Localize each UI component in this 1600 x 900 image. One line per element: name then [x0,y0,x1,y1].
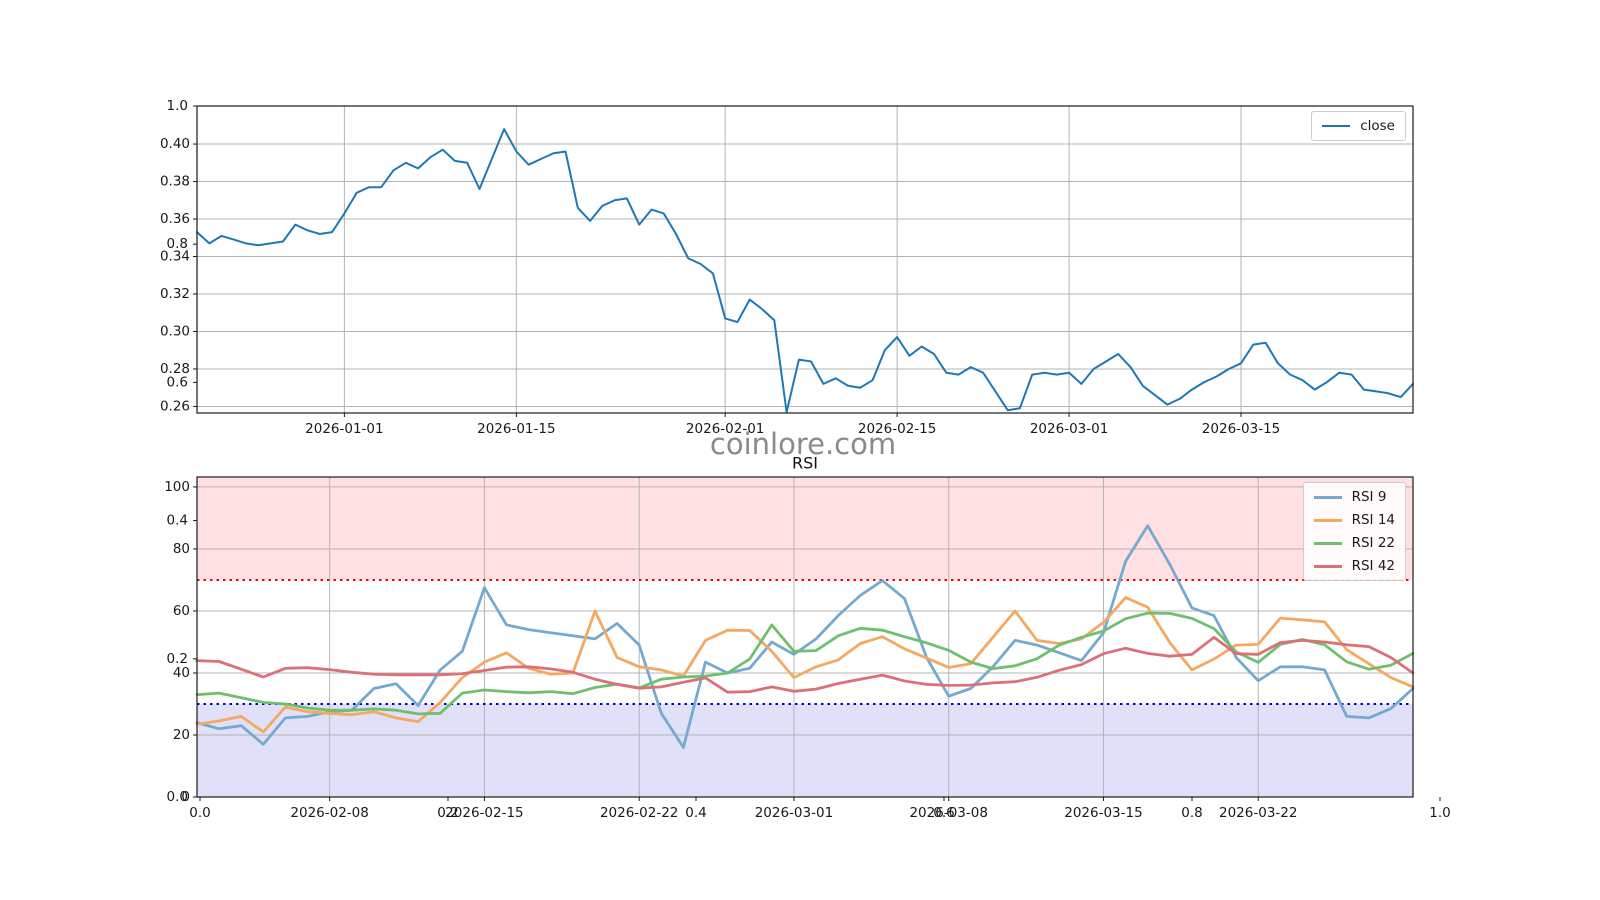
rsi-9-line-sample [1313,495,1342,499]
legend-item-rsi-42: RSI 42 [1313,558,1395,574]
rsi-panel-border [196,476,1414,798]
legend-item-rsi-9: RSI 9 [1313,489,1395,505]
x-tick-label: 2026-03-01 [755,805,833,821]
x-tick-label: 2026-03-15 [1202,421,1280,437]
x-tick-label: 2026-03-01 [1030,421,1108,437]
legend-item-rsi-22: RSI 22 [1313,535,1395,551]
overlay-x-tick-label: 0.0 [189,805,210,821]
y-tick-label: 40 [173,665,190,681]
close-line-sample [1322,125,1351,127]
rsi-42-line-sample [1313,564,1342,568]
overlay-y-tick-label: 1.0 [167,98,188,114]
x-tick-label: 2026-02-15 [858,421,936,437]
rsi-22-line-sample [1313,541,1342,545]
overlay-x-tick-label: 0.8 [1181,805,1202,821]
price-legend: close [1311,111,1406,141]
legend-item-rsi-14: RSI 14 [1313,512,1395,528]
x-tick-label: 2026-02-15 [445,805,523,821]
overlay-y-tick-label: 0.8 [167,236,188,252]
legend-label-rsi-9: RSI 9 [1351,489,1387,505]
overlay-x-tick-label: 0.6 [933,805,954,821]
legend-label-rsi-42: RSI 42 [1351,558,1395,574]
legend-label-rsi-14: RSI 14 [1351,512,1395,528]
price-panel-border [196,105,1414,414]
x-tick-label: 2026-03-15 [1064,805,1142,821]
oversold-zone [197,703,1413,797]
x-tick-label: 2026-03-08 [909,805,987,821]
x-tick-label: 2026-02-01 [686,421,764,437]
y-tick-label: 0.28 [160,361,190,377]
y-tick-label: 0.40 [160,136,190,152]
y-tick-label: 0 [181,789,190,805]
x-tick-label: 2026-02-22 [600,805,678,821]
y-tick-label: 0.32 [160,286,190,302]
rsi-14-series-line [195,596,1415,734]
y-tick-label: 0.36 [160,211,190,227]
close-series-line [196,128,1414,414]
rsi-14-line-sample [1313,518,1342,522]
rsi-chart-title: RSI [792,453,818,473]
rsi-22-series-line [195,611,1415,716]
x-tick-label: 2026-03-22 [1219,805,1297,821]
overlay-y-tick-label: 0.0 [167,789,188,805]
y-tick-label: 0.34 [160,249,190,265]
y-tick-label: 60 [173,603,190,619]
rsi-9-series-line [195,524,1415,749]
legend-item-close: close [1322,118,1395,134]
x-tick-label: 2026-02-08 [290,805,368,821]
overlay-x-tick-label: 1.0 [1429,805,1450,821]
overlay-y-tick-label: 0.4 [167,513,188,529]
overlay-x-tick-label: 0.2 [437,805,458,821]
y-tick-label: 0.30 [160,323,190,339]
legend-label-close: close [1360,118,1395,134]
x-tick-label: 2026-01-01 [305,421,383,437]
y-tick-label: 0.38 [160,174,190,190]
legend-label-rsi-22: RSI 22 [1351,535,1395,551]
overlay-y-tick-label: 0.2 [167,651,188,667]
rsi-42-series-line [195,635,1415,694]
rsi-legend: RSI 9 RSI 14 RSI 22 RSI 42 [1302,482,1406,581]
x-tick-label: 2026-01-15 [477,421,555,437]
y-tick-label: 100 [164,479,190,495]
y-tick-label: 20 [173,727,190,743]
y-tick-label: 80 [173,541,190,557]
y-tick-label: 0.26 [160,398,190,414]
overlay-y-tick-label: 0.6 [167,374,188,390]
overlay-x-tick-label: 0.4 [685,805,706,821]
overbought-zone [197,477,1413,580]
